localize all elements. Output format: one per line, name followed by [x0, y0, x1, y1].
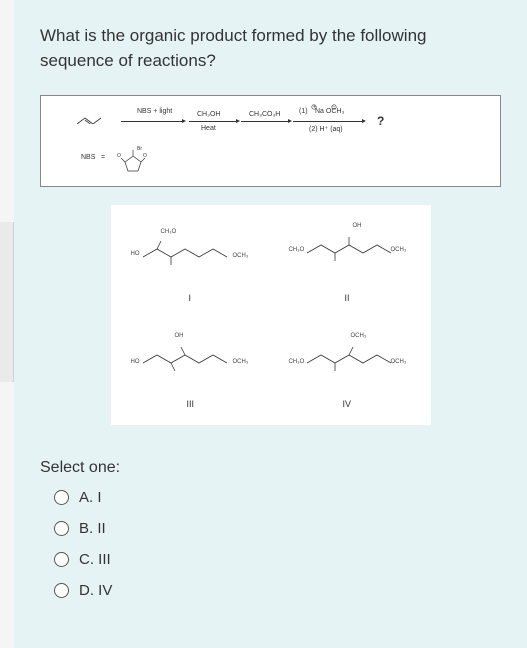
svg-text:Br: Br: [137, 146, 142, 152]
structure-III: HO OH OCH₃: [131, 329, 261, 399]
radio-icon[interactable]: [54, 583, 69, 598]
charges-icon: + −: [310, 103, 350, 111]
structure-IV: CH₃O OCH₃ OCH₃: [289, 329, 419, 399]
choice-B[interactable]: B. II: [40, 520, 501, 537]
svg-text:O: O: [143, 153, 147, 159]
step2-bottom: Heat: [201, 125, 216, 132]
choice-B-text: B. II: [79, 520, 106, 537]
choice-D[interactable]: D. IV: [40, 582, 501, 599]
svg-text:−: −: [333, 105, 336, 111]
label-III: III: [187, 399, 195, 409]
bond-skeleton-icon: [289, 233, 419, 283]
choice-C[interactable]: C. III: [40, 551, 501, 568]
radio-icon[interactable]: [54, 552, 69, 567]
nbs-eq: =: [101, 154, 105, 161]
product-question: ?: [377, 114, 384, 128]
bond-skeleton-icon: [131, 235, 261, 285]
choice-C-text: C. III: [79, 551, 111, 568]
arrow-4: [293, 121, 363, 122]
reaction-scheme: NBS + light CH₃OH Heat CH₃CO₃H (1) Na OC…: [40, 95, 501, 187]
structures-panel: HO CH₃O OCH₃ I OH CH₃O OCH₃ II HO OH: [111, 205, 431, 425]
nbs-structure-icon: O O Br: [113, 140, 149, 176]
nbs-label: NBS: [81, 154, 95, 161]
label-I: I: [189, 293, 192, 303]
arrow-1: [121, 121, 183, 122]
alkene-icon: [75, 114, 105, 124]
choice-A-text: A. I: [79, 489, 102, 506]
question-card: What is the organic product formed by th…: [14, 0, 527, 648]
step3-top: CH₃CO₃H: [249, 111, 280, 118]
step4-top-1: (1): [299, 108, 308, 115]
structure-I: HO CH₃O OCH₃: [131, 223, 261, 293]
step2-top: CH₃OH: [197, 111, 220, 118]
bond-skeleton-icon: [131, 341, 261, 391]
arrow-2: [189, 121, 237, 122]
radio-icon[interactable]: [54, 521, 69, 536]
choice-D-text: D. IV: [79, 582, 112, 599]
label-oh: OH: [175, 333, 184, 339]
choice-A[interactable]: A. I: [40, 489, 501, 506]
label-IV: IV: [343, 399, 352, 409]
label-II: II: [345, 293, 350, 303]
bond-skeleton-icon: [289, 341, 419, 391]
radio-icon[interactable]: [54, 490, 69, 505]
step4-bottom: (2) H⁺ (aq): [309, 125, 343, 133]
select-one-label: Select one:: [40, 459, 501, 477]
structure-II: OH CH₃O OCH₃: [289, 223, 419, 293]
step1-label: NBS + light: [137, 108, 172, 115]
svg-text:+: +: [313, 105, 316, 111]
label-oh: OH: [353, 223, 362, 229]
question-text: What is the organic product formed by th…: [40, 24, 501, 73]
label-och3-top: OCH₃: [351, 333, 367, 339]
arrow-3: [241, 121, 289, 122]
page-gutter: [0, 222, 14, 382]
svg-text:O: O: [117, 153, 121, 159]
